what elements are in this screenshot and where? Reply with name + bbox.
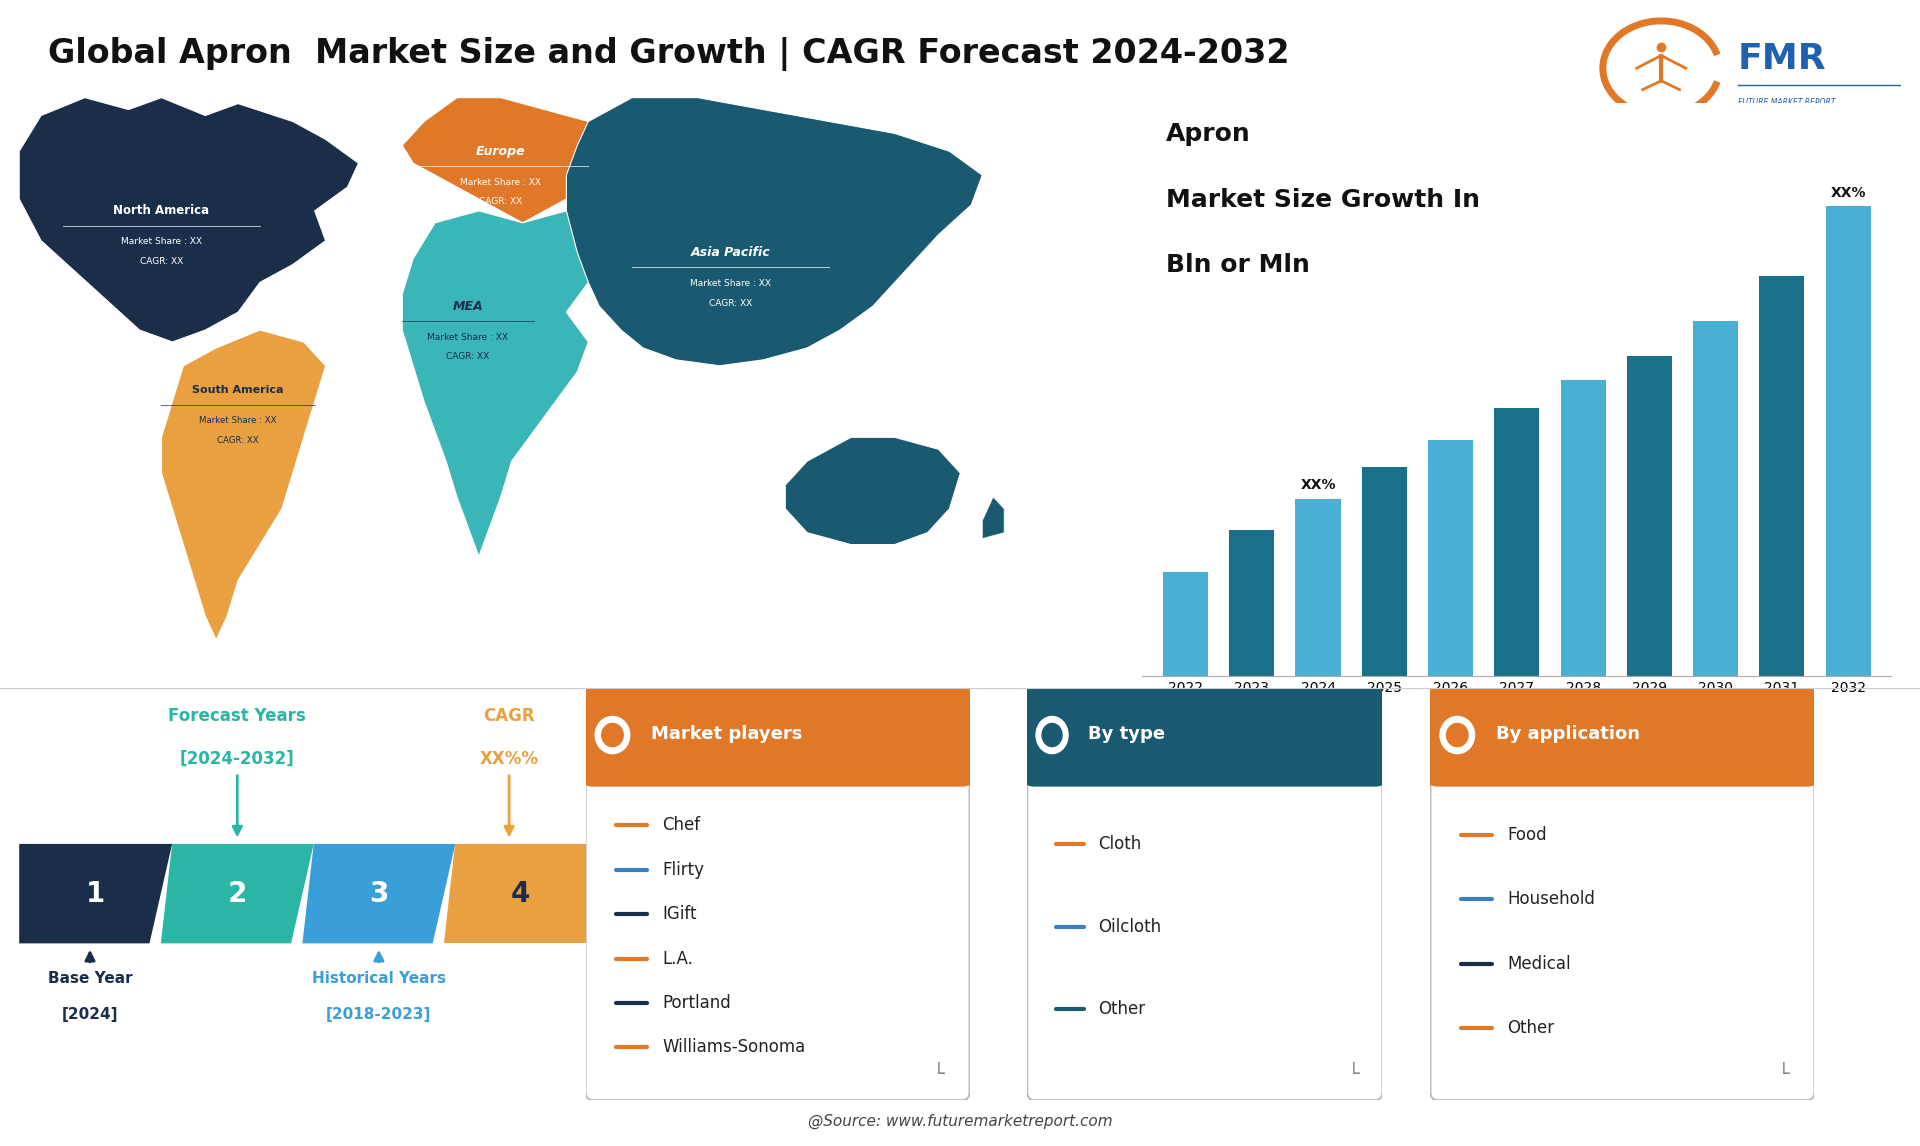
- Text: Medical: Medical: [1507, 955, 1571, 973]
- Text: Europe: Europe: [476, 144, 526, 158]
- Polygon shape: [401, 211, 611, 557]
- Polygon shape: [19, 843, 173, 943]
- Bar: [1164, 572, 1208, 676]
- Bar: [1561, 380, 1605, 676]
- Text: Asia Pacific: Asia Pacific: [691, 246, 770, 259]
- Text: FMR: FMR: [1738, 42, 1826, 77]
- Bar: [1428, 440, 1473, 676]
- Circle shape: [1440, 716, 1475, 754]
- Circle shape: [595, 716, 630, 754]
- Text: South America: South America: [192, 385, 284, 394]
- Circle shape: [1043, 723, 1062, 746]
- Text: Portland: Portland: [662, 994, 732, 1012]
- Text: Cloth: Cloth: [1098, 835, 1142, 854]
- Text: Other: Other: [1507, 1019, 1555, 1037]
- Circle shape: [1037, 716, 1068, 754]
- Text: [2024-2032]: [2024-2032]: [180, 749, 294, 768]
- Polygon shape: [401, 97, 622, 222]
- Text: 4: 4: [511, 880, 530, 908]
- Circle shape: [1446, 723, 1469, 746]
- FancyBboxPatch shape: [586, 770, 970, 1100]
- Text: XX%: XX%: [1300, 478, 1336, 493]
- Text: CAGR: XX: CAGR: XX: [217, 435, 259, 445]
- Text: Market Share : XX: Market Share : XX: [689, 280, 772, 288]
- Text: Oilcloth: Oilcloth: [1098, 918, 1162, 936]
- Text: └: └: [1348, 1065, 1359, 1084]
- Text: 2: 2: [228, 880, 248, 908]
- FancyBboxPatch shape: [1423, 683, 1822, 786]
- Text: Other: Other: [1098, 1000, 1146, 1019]
- Bar: [1693, 321, 1738, 676]
- FancyBboxPatch shape: [578, 683, 977, 786]
- Bar: [1759, 276, 1805, 676]
- Text: Market Share : XX: Market Share : XX: [461, 178, 541, 187]
- Text: By type: By type: [1087, 725, 1165, 744]
- Text: Williams-Sonoma: Williams-Sonoma: [662, 1038, 806, 1057]
- Text: CAGR: CAGR: [484, 707, 536, 725]
- Text: FUTURE MARKET REPORT: FUTURE MARKET REPORT: [1738, 97, 1836, 107]
- Polygon shape: [785, 438, 960, 544]
- Text: @Source: www.futuremarketreport.com: @Source: www.futuremarketreport.com: [808, 1114, 1112, 1129]
- Text: L.A.: L.A.: [662, 950, 693, 967]
- Bar: [1296, 499, 1340, 676]
- Polygon shape: [566, 97, 983, 366]
- Text: Forecast Years: Forecast Years: [169, 707, 305, 725]
- Text: Food: Food: [1507, 826, 1548, 845]
- Text: CAGR: XX: CAGR: XX: [708, 299, 753, 308]
- Text: Market Share : XX: Market Share : XX: [121, 237, 202, 246]
- Text: CAGR: XX: CAGR: XX: [480, 197, 522, 206]
- Text: Historical Years: Historical Years: [311, 972, 445, 987]
- Bar: [1626, 356, 1672, 676]
- Text: CAGR: XX: CAGR: XX: [140, 257, 182, 266]
- FancyBboxPatch shape: [1027, 770, 1382, 1100]
- Text: Bln or Mln: Bln or Mln: [1165, 253, 1309, 277]
- Text: North America: North America: [113, 204, 209, 218]
- Text: Flirty: Flirty: [662, 861, 705, 879]
- Text: [2024]: [2024]: [61, 1007, 119, 1022]
- Text: └: └: [1778, 1065, 1789, 1084]
- Polygon shape: [444, 843, 586, 943]
- Text: Base Year: Base Year: [48, 972, 132, 987]
- Polygon shape: [301, 843, 455, 943]
- Text: MEA: MEA: [453, 300, 484, 313]
- Text: Market Share : XX: Market Share : XX: [428, 332, 509, 342]
- Polygon shape: [161, 330, 326, 639]
- Text: └: └: [933, 1065, 945, 1084]
- Text: CAGR: XX: CAGR: XX: [445, 352, 490, 361]
- Text: Chef: Chef: [662, 816, 701, 834]
- Polygon shape: [19, 97, 359, 342]
- Text: Household: Household: [1507, 890, 1596, 909]
- Circle shape: [601, 723, 624, 746]
- Text: Market Share : XX: Market Share : XX: [200, 416, 276, 425]
- Text: By application: By application: [1496, 725, 1640, 744]
- Bar: [1826, 206, 1870, 676]
- Text: Market Size Growth In: Market Size Growth In: [1165, 188, 1480, 212]
- Bar: [1229, 529, 1275, 676]
- Text: 1: 1: [86, 880, 106, 908]
- Polygon shape: [983, 497, 1004, 539]
- Bar: [1494, 408, 1540, 676]
- Bar: [1361, 468, 1407, 676]
- Text: 3: 3: [369, 880, 388, 908]
- FancyBboxPatch shape: [1430, 770, 1814, 1100]
- Text: Apron: Apron: [1165, 121, 1250, 146]
- Text: [2018-2023]: [2018-2023]: [326, 1007, 432, 1022]
- Polygon shape: [161, 843, 313, 943]
- FancyBboxPatch shape: [1020, 683, 1390, 786]
- Text: IGift: IGift: [662, 905, 697, 924]
- Text: Global Apron  Market Size and Growth | CAGR Forecast 2024-2032: Global Apron Market Size and Growth | CA…: [48, 37, 1290, 71]
- Text: XX%%: XX%%: [480, 749, 540, 768]
- Text: XX%: XX%: [1830, 186, 1866, 201]
- Text: Market players: Market players: [651, 725, 803, 744]
